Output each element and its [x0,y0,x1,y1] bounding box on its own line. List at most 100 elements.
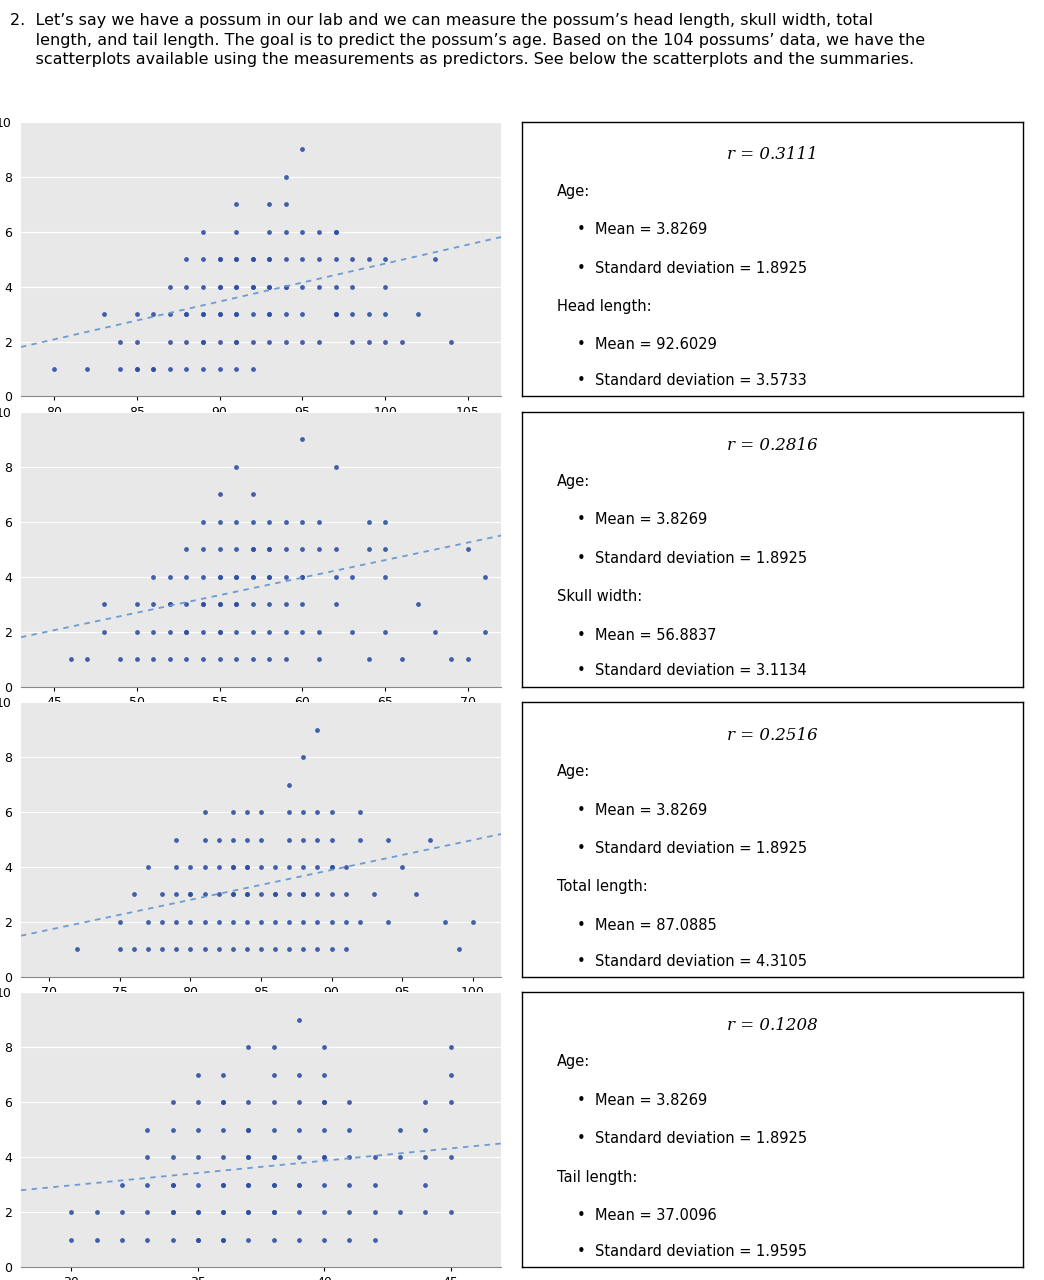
Point [316,1147,333,1167]
Point [327,221,343,242]
Point [295,746,312,767]
Text: Total length:: Total length: [557,879,648,895]
Point [278,276,294,297]
Point [360,512,377,532]
Point [194,512,211,532]
Text: •  Mean = 87.0885: • Mean = 87.0885 [577,918,717,933]
Point [179,594,195,614]
Point [194,622,211,643]
Point [244,622,261,643]
Point [311,332,328,352]
Point [211,567,228,588]
Point [278,166,294,187]
Point [128,649,145,669]
Point [267,911,284,932]
Point [211,248,228,269]
Point [224,856,241,877]
Point [211,303,228,324]
Point [337,856,354,877]
Point [244,248,261,269]
Point [324,856,340,877]
Point [211,276,228,297]
Point [196,829,213,850]
Point [450,940,467,960]
Point [211,512,228,532]
Point [267,940,284,960]
Point [290,1120,307,1140]
Point [341,1147,358,1167]
Point [140,856,157,877]
Point [211,358,228,379]
Point [164,1175,181,1196]
Point [244,567,261,588]
Point [377,622,394,643]
Point [240,1202,257,1222]
Point [327,248,343,269]
Point [408,884,425,905]
Point [128,594,145,614]
Point [360,248,377,269]
Text: Head length:: Head length: [557,300,651,314]
Point [189,1147,206,1167]
Point [228,594,244,614]
Point [240,1175,257,1196]
Point [244,567,261,588]
Point [228,248,244,269]
Text: r = 0.1208: r = 0.1208 [728,1018,817,1034]
Point [162,332,179,352]
Text: r = 0.3111: r = 0.3111 [728,146,817,164]
Point [267,884,284,905]
Point [179,248,195,269]
Point [145,358,162,379]
Point [365,884,382,905]
Point [228,193,244,214]
Point [253,940,269,960]
Point [253,856,269,877]
Point [128,358,145,379]
Point [145,567,162,588]
Point [295,884,312,905]
Point [238,884,255,905]
Point [162,649,179,669]
Point [140,911,157,932]
Point [215,1230,232,1251]
Point [179,539,195,559]
Point [281,774,298,795]
Point [211,622,228,643]
Point [240,1147,257,1167]
Point [377,276,394,297]
Point [316,1037,333,1057]
Text: •  Mean = 56.8837: • Mean = 56.8837 [577,627,716,643]
Point [194,358,211,379]
Point [343,622,360,643]
Point [261,221,278,242]
Point [417,1147,433,1167]
Point [366,1202,383,1222]
Point [114,1175,130,1196]
Point [327,276,343,297]
Point [244,539,261,559]
Point [295,829,312,850]
X-axis label: Total length: Total length [220,1004,302,1018]
Point [244,512,261,532]
Point [182,856,198,877]
Point [261,303,278,324]
Point [179,567,195,588]
Point [341,1202,358,1222]
Point [168,856,185,877]
Point [261,567,278,588]
Point [422,829,438,850]
Point [366,1147,383,1167]
Text: •  Standard deviation = 1.9595: • Standard deviation = 1.9595 [577,1244,807,1260]
Point [215,1092,232,1112]
Point [443,649,459,669]
X-axis label: Skull width: Skull width [223,713,299,727]
Point [265,1175,282,1196]
Point [290,1065,307,1085]
Point [265,1175,282,1196]
Point [215,1120,232,1140]
Point [189,1202,206,1222]
Point [196,940,213,960]
Point [139,1147,156,1167]
Text: •  Standard deviation = 1.8925: • Standard deviation = 1.8925 [577,841,807,856]
